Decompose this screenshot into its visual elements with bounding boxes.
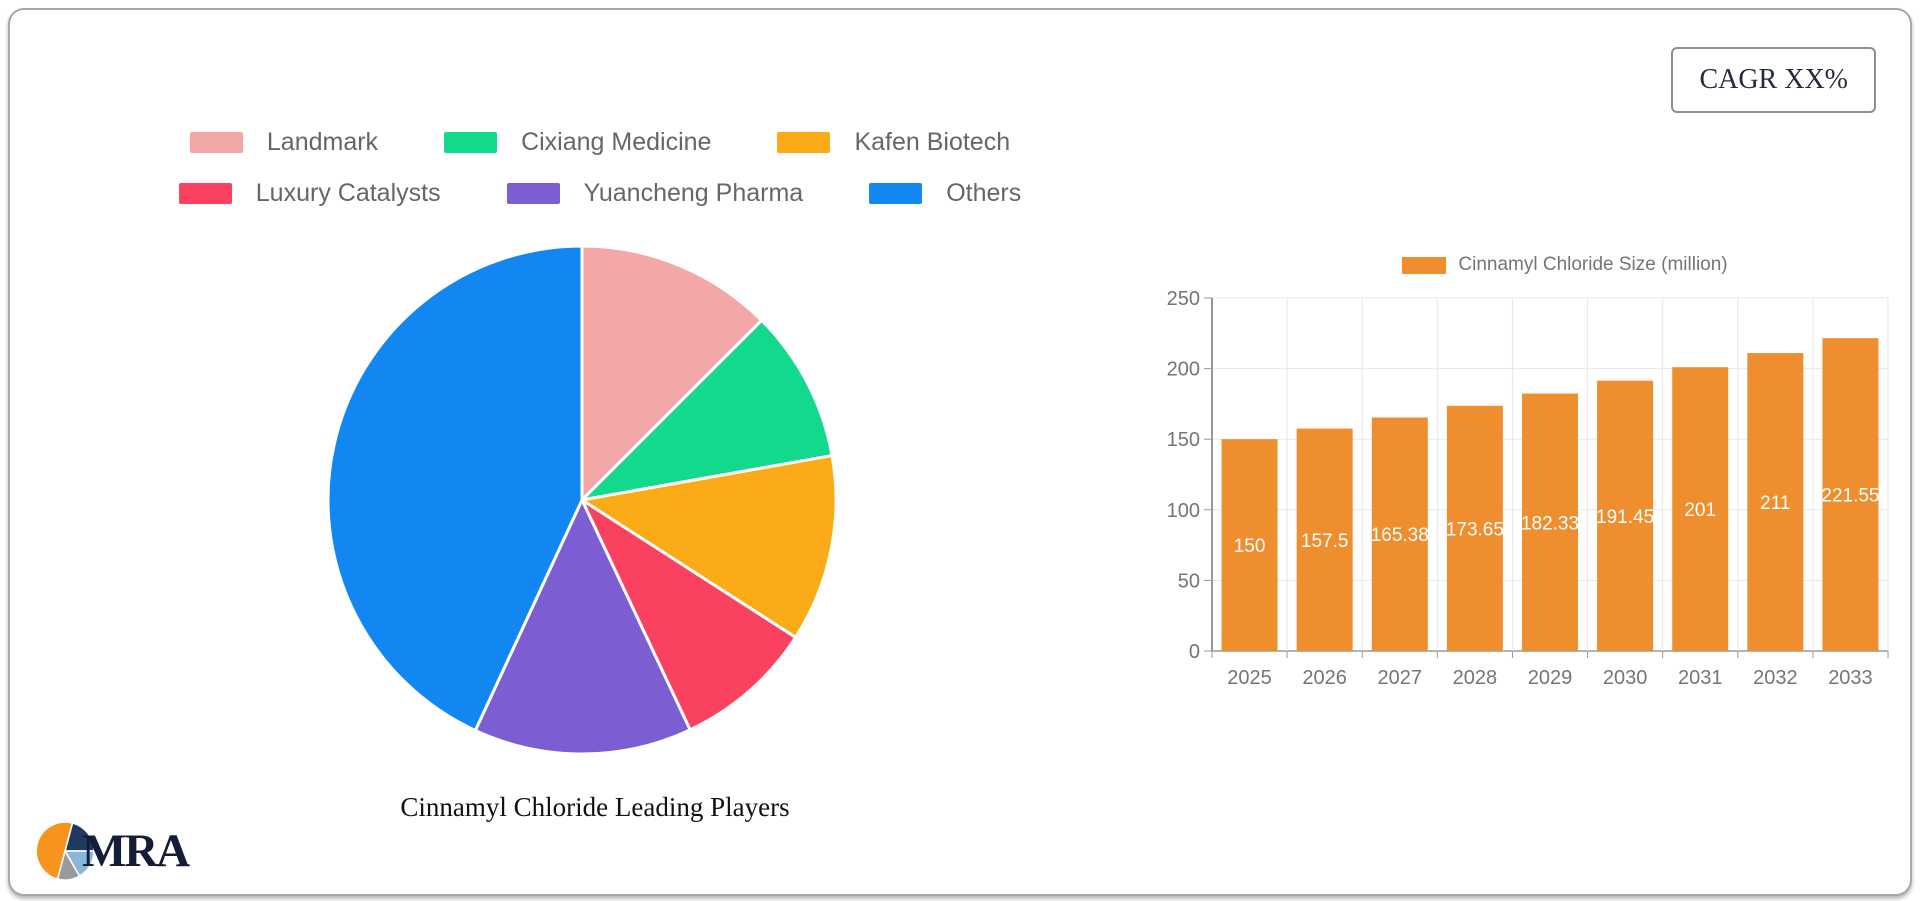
x-axis-tick-label: 2029 [1528,667,1573,689]
bar-value-label: 221.55 [1821,486,1879,507]
pie-slice-kafen-biotech[interactable] [580,454,838,639]
bar-2032 [1747,353,1804,651]
y-axis-tick-label: 0 [1189,641,1200,663]
pie-chart-title: Cinnamyl Chloride Leading Players [400,792,790,822]
pie-legend: Landmark Cixiang Medicine Kafen Biotech Lux… [130,128,1070,230]
pie-legend-item-landmark[interactable]: Landmark [189,128,379,157]
pie-legend-item-luxury-catalysts[interactable]: Luxury Catalysts [178,179,441,208]
bar-value-label: 157.5 [1301,531,1349,552]
bar-value-label: 211 [1760,493,1790,514]
bar-legend-label: Cinnamyl Chloride Size (million) [1458,254,1728,275]
legend-color-swatch [178,183,232,204]
bar-value-label: 165.38 [1371,525,1429,546]
pie-legend-item-others[interactable]: Others [869,179,1021,208]
bar-2028 [1446,405,1503,651]
y-axis-tick-label: 150 [1167,429,1200,451]
x-axis-tick-label: 2028 [1453,667,1498,689]
x-axis-tick-label: 2026 [1302,667,1347,689]
x-axis-tick-label: 2030 [1603,667,1648,689]
y-axis-tick-label: 50 [1178,570,1200,592]
y-axis-tick-label: 200 [1167,359,1200,381]
y-axis-tick-label: 100 [1167,500,1200,522]
bar-chart-svg: 0 50 100 150 200 250 150 2025 157.5 2026 165.38 202… [1167,288,1889,689]
x-axis-tick-label: 2027 [1378,667,1423,689]
pie-slice-landmark[interactable] [580,244,764,502]
brand-logo-text: MRA [82,825,190,877]
pie-slice-yuancheng-pharma[interactable] [473,498,692,756]
legend-label: Kafen Biotech [854,128,1011,156]
x-axis-tick-label: 2031 [1678,667,1723,689]
bar-value-label: 182.33 [1521,513,1579,534]
legend-label: Cixiang Medicine [521,128,712,156]
bar-legend-item[interactable]: Cinnamyl Chloride Size (million) [1210,250,1920,280]
legend-color-swatch [506,183,560,204]
bar-2030 [1597,380,1654,651]
pie-legend-row: Landmark Cixiang Medicine Kafen Biotech [130,128,1070,157]
pie-logo-icon [35,821,95,881]
pie-legend-item-yuancheng-pharma[interactable]: Yuancheng Pharma [506,179,804,208]
legend-label: Others [946,179,1022,207]
bar-2033 [1822,338,1879,651]
pie-legend-item-cixiang-medicine[interactable]: Cixiang Medicine [444,128,711,157]
legend-color-swatch [777,132,831,153]
pie-slice-luxury-catalysts[interactable] [580,498,798,732]
bar-2026 [1296,428,1353,651]
x-axis-tick-label: 2033 [1828,667,1873,689]
bar-2027 [1371,417,1428,651]
legend-label: Yuancheng Pharma [583,179,804,207]
bar-legend-swatch [1402,256,1447,274]
brand-logo: MRA [34,820,190,882]
bar-2025 [1221,439,1278,651]
bar-2029 [1522,393,1578,651]
pie-chart-svg [326,244,838,756]
legend-label: Landmark [266,128,379,156]
pie-slice-others[interactable] [326,244,584,732]
cagr-badge: CAGR XX% [1671,47,1876,113]
legend-label: Luxury Catalysts [255,179,441,207]
legend-color-swatch [444,132,498,153]
bar-2031 [1672,367,1729,651]
x-axis-tick-label: 2025 [1227,667,1272,689]
pie-legend-row: Luxury Catalysts Yuancheng Pharma Others [130,179,1070,208]
report-card: CAGR XX% Landmark Cixiang Medicine Kafen B… [8,8,1912,896]
bar-value-label: 150 [1234,536,1266,557]
legend-color-swatch [189,132,243,153]
pie-chart [322,238,842,762]
cagr-label: CAGR XX% [1699,64,1848,95]
bar-value-label: 201 [1684,500,1716,521]
bar-value-label: 173.65 [1446,519,1504,540]
bar-value-label: 191.45 [1596,507,1654,528]
logo-pie-slice [35,821,74,880]
legend-color-swatch [869,183,923,204]
pie-legend-item-kafen-biotech[interactable]: Kafen Biotech [777,128,1010,157]
x-axis-tick-label: 2032 [1753,667,1798,689]
pie-slice-cixiang-medicine[interactable] [580,318,834,502]
y-axis-tick-label: 250 [1167,288,1200,310]
bar-chart: Cinnamyl Chloride Size (million) 0 50 100 1… [1150,250,1920,706]
